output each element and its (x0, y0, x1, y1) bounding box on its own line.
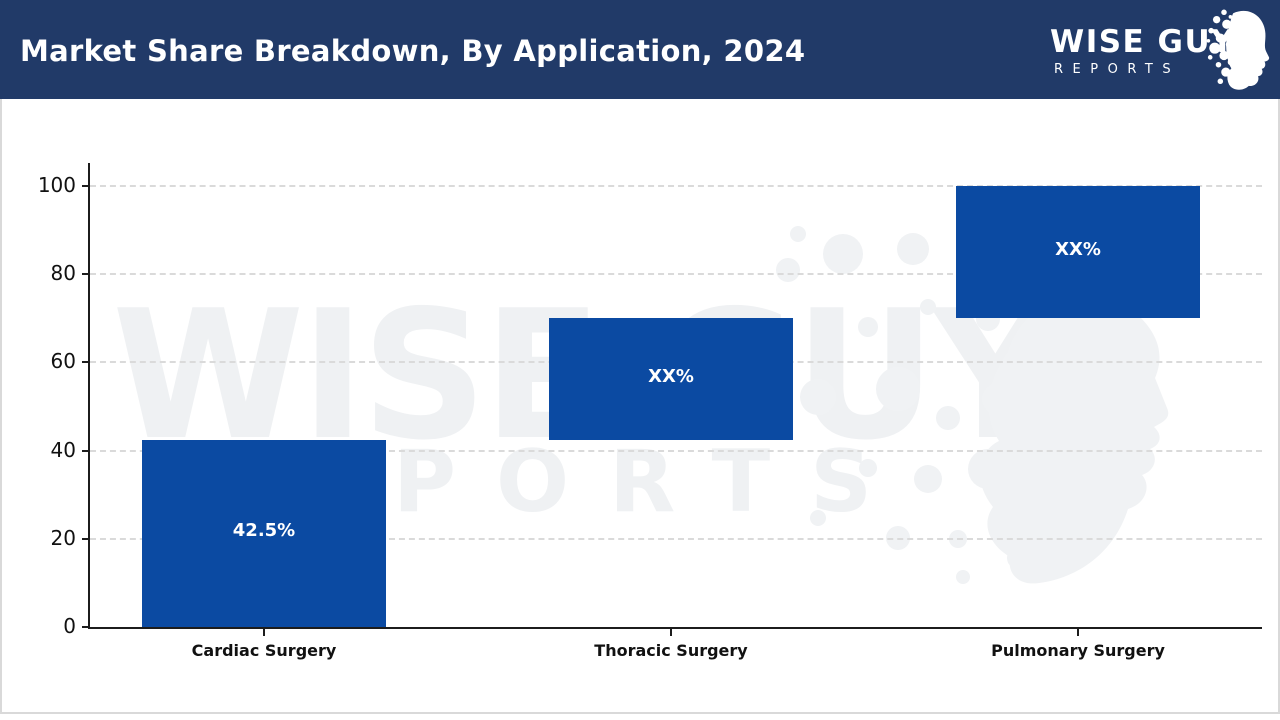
x-tick-label: Pulmonary Surgery (991, 641, 1165, 660)
bar (142, 439, 386, 627)
header-band: Market Share Breakdown, By Application, … (0, 0, 1280, 99)
chart-plot-area: 0 20 40 60 80 100 42.5% XX% XX% Cardiac Surgery Th… (0, 99, 1280, 720)
page-border (0, 99, 1280, 714)
gridline (90, 537, 1262, 540)
x-tick-label: Thoracic Surgery (594, 641, 748, 660)
y-tick-label: 0 (63, 614, 76, 638)
x-tick-mark (263, 627, 265, 636)
y-tick-mark (82, 361, 90, 364)
y-tick-mark (82, 273, 90, 276)
x-tick-label: Cardiac Surgery (191, 641, 337, 660)
gridline (90, 185, 1262, 187)
y-tick-mark (82, 185, 90, 187)
brand-logo-wordmark: WISE GUY (1050, 24, 1236, 60)
y-axis (88, 163, 90, 629)
gridline (90, 449, 1262, 452)
bar-value-label: 42.5% (232, 520, 296, 542)
y-tick-label: 40 (50, 437, 76, 462)
bar (549, 318, 793, 440)
y-tick-mark (82, 626, 90, 628)
y-tick-label: 80 (50, 261, 76, 286)
y-tick-label: 100 (37, 173, 76, 197)
y-tick-label: 60 (50, 349, 76, 374)
bar-value-label: XX% (648, 365, 694, 387)
watermark-face-icon (776, 226, 1169, 584)
x-tick-mark (1077, 627, 1079, 636)
brand-logo-face-icon (1206, 9, 1270, 90)
y-tick-mark (82, 449, 90, 452)
x-axis (88, 627, 1262, 629)
chart-title: Market Share Breakdown, By Application, … (20, 34, 806, 68)
x-tick-mark (670, 627, 672, 636)
gridline (90, 273, 1262, 276)
brand-logo: WISE GUY REPORTS (1020, 4, 1270, 96)
bar (956, 186, 1200, 319)
brand-logo-reports-text: REPORTS (1054, 62, 1181, 77)
bar-value-label: XX% (1055, 239, 1101, 261)
y-tick-label: 20 (50, 525, 76, 550)
y-tick-mark (82, 537, 90, 540)
